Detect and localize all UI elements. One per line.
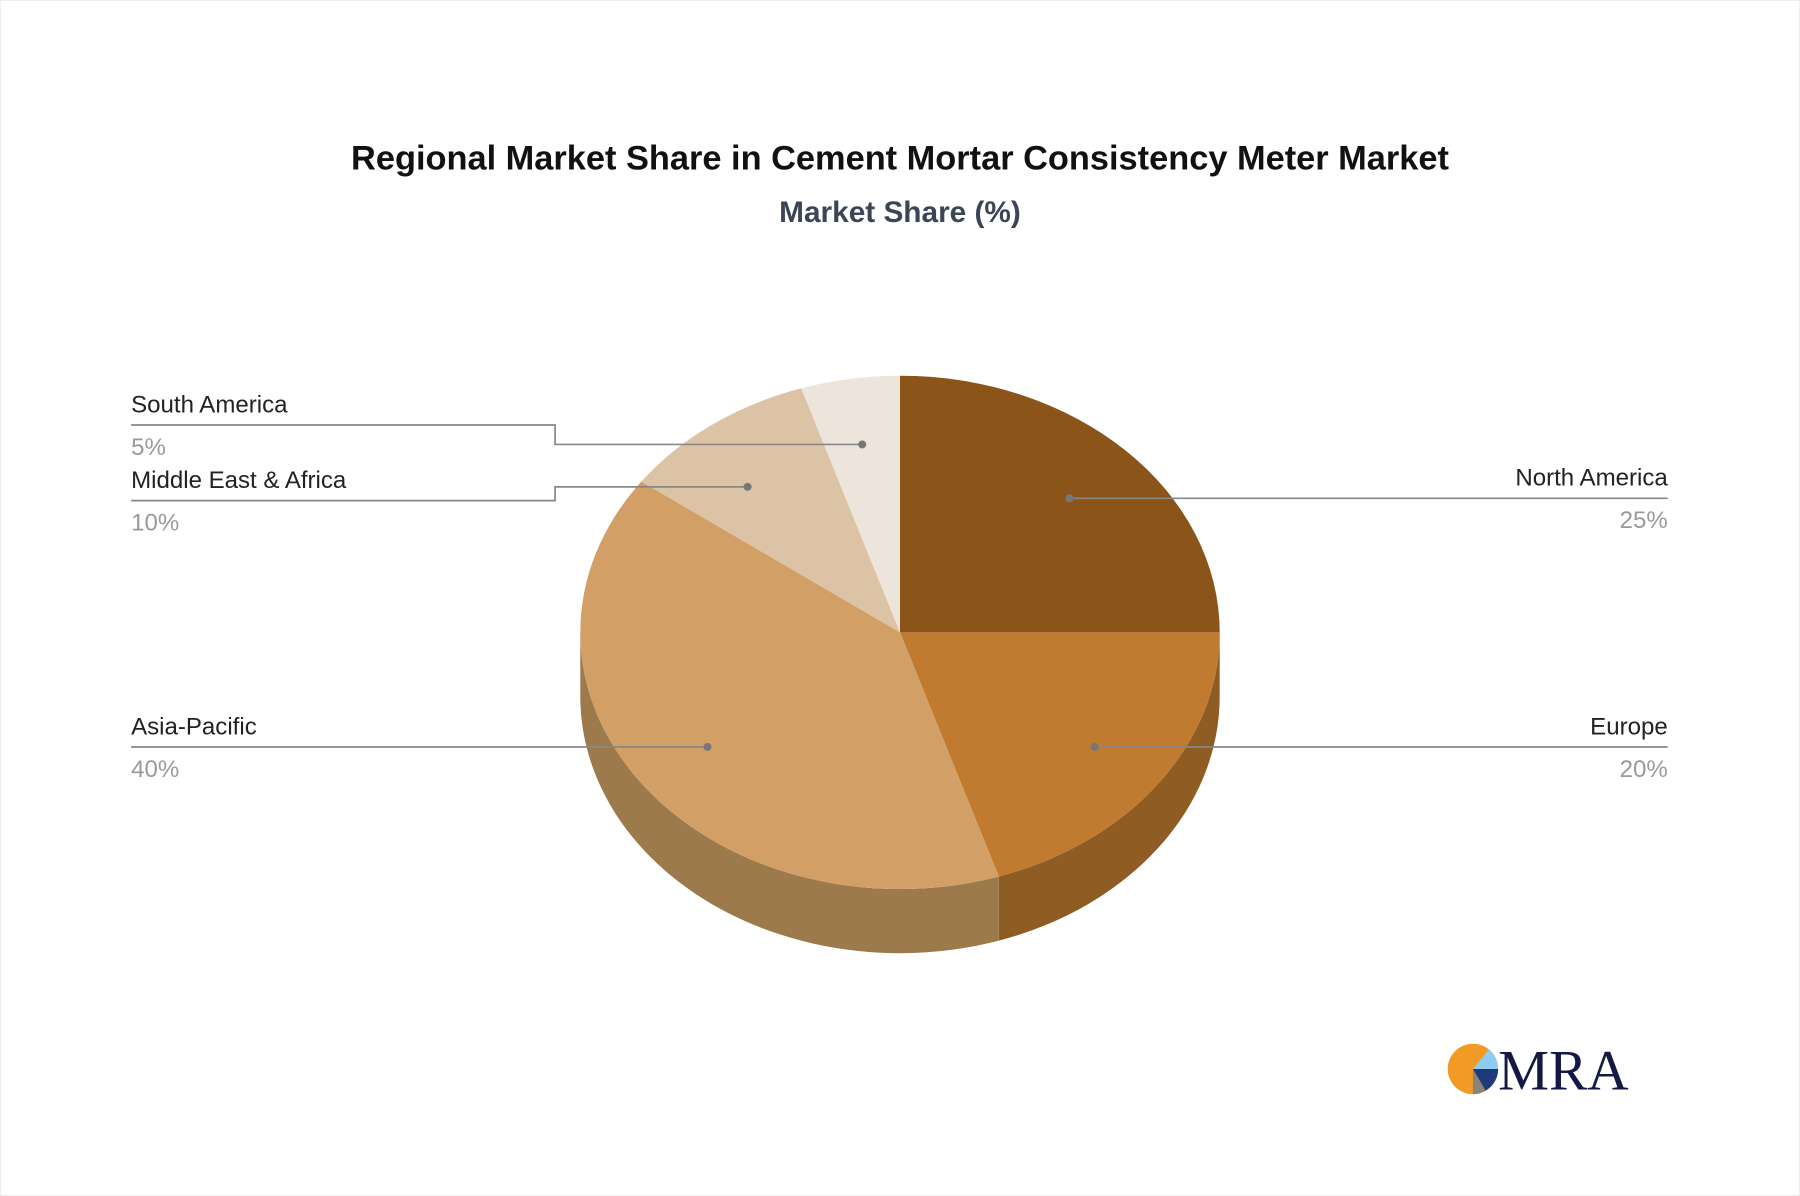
leader-dot: [1090, 742, 1099, 751]
slice-value: 25%: [1620, 507, 1668, 534]
chart-title: Regional Market Share in Cement Mortar C…: [351, 139, 1449, 177]
pie-slice-middle-east-africa[interactable]: [641, 388, 900, 633]
pie-slice-south-america[interactable]: [801, 375, 900, 633]
leader-dot: [858, 440, 867, 449]
pie-slice-europe[interactable]: [900, 632, 1220, 877]
logo-text: MRA: [1498, 1040, 1629, 1103]
slice-value: 10%: [131, 509, 179, 536]
chart-subtitle: Market Share (%): [779, 196, 1021, 229]
pie-slice-asia-pacific[interactable]: [580, 481, 999, 890]
slice-value: 40%: [131, 756, 179, 783]
slice-label: South America: [131, 391, 288, 418]
pie-slices: [580, 375, 1220, 890]
pie-sides: [580, 632, 1220, 954]
leader-line: [131, 485, 748, 502]
pie-side-2: [580, 632, 999, 954]
pie-side-1: [998, 632, 1220, 941]
slice-value: 20%: [1620, 756, 1668, 783]
pie-slice-north-america[interactable]: [900, 375, 1220, 633]
leader-dot: [703, 742, 712, 751]
pie-labels: North America 25% Europe 20% Asia-Pacific 40%…: [131, 391, 1668, 783]
slice-label: Asia-Pacific: [131, 713, 257, 740]
mra-logo: MRA: [1447, 1040, 1629, 1103]
leader-dot: [743, 482, 752, 491]
slice-label: North America: [1515, 465, 1668, 492]
leader-dot: [1065, 494, 1074, 503]
slice-value: 5%: [131, 434, 166, 461]
slice-label: Europe: [1590, 713, 1668, 740]
slice-label: Middle East & Africa: [131, 467, 347, 494]
leader-line: [131, 424, 863, 446]
